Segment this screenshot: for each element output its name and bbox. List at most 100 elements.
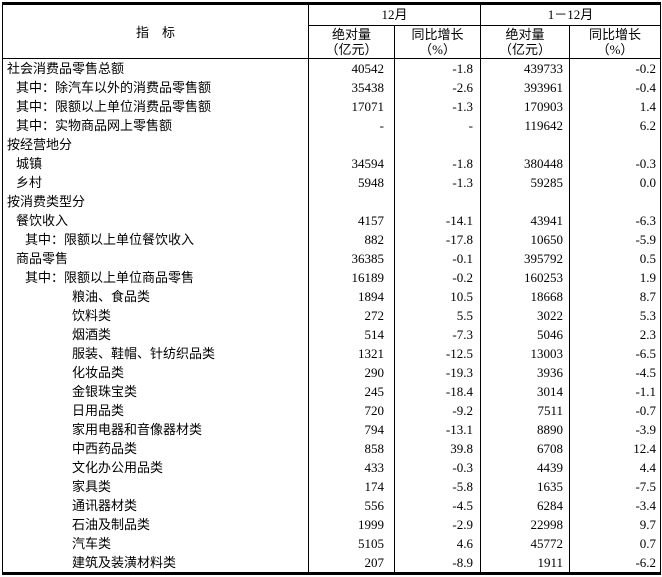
table-row: 通讯器材类 556 -4.5 6284 -3.4 <box>3 496 661 515</box>
ytd-growth-cell: -0.4 <box>569 78 661 97</box>
col-header-ytd-absolute: 绝对量 （亿元） <box>480 25 570 59</box>
ytd-growth-cell: 0.5 <box>569 249 661 268</box>
indicator-cell: 其中：实物商品网上零售额 <box>16 118 173 133</box>
dec-growth-cell: -9.2 <box>393 401 481 420</box>
dec-absolute-cell: 36385 <box>308 249 395 268</box>
col-header-indicator: 指 标 <box>2 3 309 59</box>
dec-absolute-cell: 882 <box>308 230 395 249</box>
table-row: 日用品类 720 -9.2 7511 -0.7 <box>3 401 661 420</box>
ytd-growth-cell: 0.7 <box>569 534 661 553</box>
dec-absolute-cell: 16189 <box>308 268 395 287</box>
dec-growth-cell: -13.1 <box>393 420 481 439</box>
indicator-cell: 其中：限额以上单位商品零售 <box>25 270 195 285</box>
ytd-absolute-cell: 6284 <box>480 496 570 515</box>
ytd-growth-cell: -3.4 <box>569 496 661 515</box>
table-row: 家用电器和音像器材类 794 -13.1 8890 -3.9 <box>3 420 661 439</box>
dec-growth-cell: -1.3 <box>393 97 481 116</box>
dec-absolute-cell: 174 <box>308 477 395 496</box>
dec-growth-cell: -0.2 <box>393 268 481 287</box>
indicator-cell: 石油及制品类 <box>72 517 151 532</box>
dec-growth-cell: -7.3 <box>393 325 481 344</box>
table-row: 乡村 5948 -1.3 59285 0.0 <box>3 173 661 192</box>
indicator-cell: 商品零售 <box>16 251 69 266</box>
ytd-growth-cell: -0.3 <box>569 154 661 173</box>
dec-absolute-cell: - <box>308 116 395 135</box>
ytd-growth-cell: 8.7 <box>569 287 661 306</box>
ytd-absolute-cell: 393961 <box>480 78 570 97</box>
ytd-absolute-cell: 8890 <box>480 420 570 439</box>
ytd-growth-cell: 0.0 <box>569 173 661 192</box>
ytd-absolute-cell: 3936 <box>480 363 570 382</box>
dec-growth-cell: -0.3 <box>393 458 481 477</box>
table-row: 其中：限额以上单位商品零售 16189 -0.2 160253 1.9 <box>3 268 661 287</box>
dec-growth-cell: 5.5 <box>393 306 481 325</box>
dec-growth-cell: -18.4 <box>393 382 481 401</box>
indicator-cell: 通讯器材类 <box>72 498 138 513</box>
dec-absolute-cell: 794 <box>308 420 395 439</box>
pct-unit: （%） <box>596 42 634 57</box>
dec-absolute-cell: 514 <box>308 325 395 344</box>
dec-absolute-cell: 4157 <box>308 211 395 230</box>
indicator-cell: 服装、鞋帽、针纺织品类 <box>72 346 216 361</box>
dec-growth-cell: -2.9 <box>393 515 481 534</box>
dec-absolute-cell: 17071 <box>308 97 395 116</box>
ytd-absolute-cell: 170903 <box>480 97 570 116</box>
indicator-cell: 其中：限额以上单位消费品零售额 <box>16 99 212 114</box>
ytd-growth-cell: 1.4 <box>569 97 661 116</box>
ytd-growth-cell: -1.1 <box>569 382 661 401</box>
ytd-absolute-cell: 1911 <box>480 553 570 574</box>
dec-absolute-cell <box>308 192 395 211</box>
ytd-growth-cell <box>569 135 661 154</box>
dec-growth-cell: -1.8 <box>393 154 481 173</box>
dec-growth-cell: -5.8 <box>393 477 481 496</box>
dec-absolute-cell: 290 <box>308 363 395 382</box>
table-row: 文化办公用品类 433 -0.3 4439 4.4 <box>3 458 661 477</box>
abs-unit: （亿元） <box>325 42 378 57</box>
indicator-cell: 饮料类 <box>72 308 112 323</box>
dec-growth-cell: 39.8 <box>393 439 481 458</box>
dec-growth-cell: 4.6 <box>393 534 481 553</box>
table-row: 金银珠宝类 245 -18.4 3014 -1.1 <box>3 382 661 401</box>
table-row: 家具类 174 -5.8 1635 -7.5 <box>3 477 661 496</box>
ytd-absolute-cell: 439733 <box>480 58 570 78</box>
table-row: 商品零售 36385 -0.1 395792 0.5 <box>3 249 661 268</box>
dec-growth-cell: -1.8 <box>393 58 481 78</box>
table-row: 饮料类 272 5.5 3022 5.3 <box>3 306 661 325</box>
table-row: 按消费类型分 <box>3 192 661 211</box>
ytd-growth-cell: -6.5 <box>569 344 661 363</box>
ytd-absolute-cell: 3014 <box>480 382 570 401</box>
dec-absolute-cell: 720 <box>308 401 395 420</box>
ytd-absolute-cell <box>480 135 570 154</box>
ytd-growth-cell: -7.5 <box>569 477 661 496</box>
ytd-absolute-cell: 59285 <box>480 173 570 192</box>
ytd-absolute-cell: 7511 <box>480 401 570 420</box>
table-row: 建筑及装潢材料类 207 -8.9 1911 -6.2 <box>3 553 661 574</box>
indicator-cell: 日用品类 <box>72 403 125 418</box>
dec-absolute-cell: 433 <box>308 458 395 477</box>
ytd-absolute-cell: 160253 <box>480 268 570 287</box>
dec-growth-cell: -8.9 <box>393 553 481 574</box>
table-header: 指 标 12月 1－12月 绝对量 （亿元） 同比增长 （%） 绝对量 （亿元）… <box>2 3 661 59</box>
indicator-cell: 按经营地分 <box>7 137 73 152</box>
dec-growth-cell: - <box>393 116 481 135</box>
ytd-growth-cell: 6.2 <box>569 116 661 135</box>
pct-label: 同比增长 <box>589 27 642 42</box>
col-header-dec-absolute: 绝对量 （亿元） <box>308 25 395 59</box>
indicator-cell: 汽车类 <box>72 536 112 551</box>
dec-absolute-cell: 858 <box>308 439 395 458</box>
table-row: 汽车类 5105 4.6 45772 0.7 <box>3 534 661 553</box>
ytd-absolute-cell: 380448 <box>480 154 570 173</box>
dec-absolute-cell: 5105 <box>308 534 395 553</box>
dec-absolute-cell: 207 <box>308 553 395 574</box>
table-row: 社会消费品零售总额 40542 -1.8 439733 -0.2 <box>3 58 661 78</box>
table-row: 粮油、食品类 1894 10.5 18668 8.7 <box>3 287 661 306</box>
dec-growth-cell: -1.3 <box>393 173 481 192</box>
pct-unit: （%） <box>419 42 456 57</box>
indicator-cell: 粮油、食品类 <box>72 289 151 304</box>
indicator-cell: 社会消费品零售总额 <box>7 61 125 76</box>
ytd-absolute-cell: 119642 <box>480 116 570 135</box>
ytd-absolute-cell: 13003 <box>480 344 570 363</box>
dec-growth-cell: -19.3 <box>393 363 481 382</box>
ytd-absolute-cell: 3022 <box>480 306 570 325</box>
